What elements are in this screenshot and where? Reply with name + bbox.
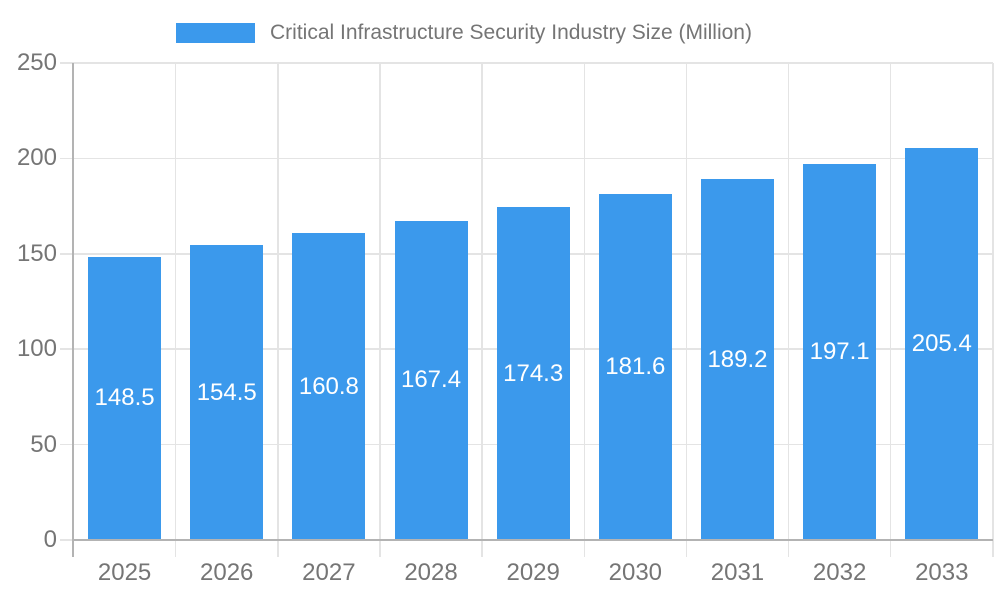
bar-value-label: 174.3	[503, 359, 564, 387]
vertical-gridline	[889, 63, 892, 557]
bar-value-label: 160.8	[298, 372, 359, 400]
y-axis-label: 50	[30, 430, 57, 458]
bar-2030[interactable]	[598, 193, 672, 540]
y-axis-tick	[59, 62, 74, 64]
x-axis-label: 2029	[506, 559, 560, 586]
bar-value-label: 181.6	[605, 352, 666, 380]
bar-2029[interactable]	[496, 207, 570, 540]
vertical-gridline	[174, 63, 177, 557]
y-axis-line	[71, 63, 74, 557]
bar-value-label: 167.4	[400, 366, 462, 394]
vertical-gridline	[379, 63, 381, 557]
y-axis-label: 100	[16, 335, 57, 363]
x-axis-label: 2030	[608, 559, 663, 586]
y-axis-tick	[59, 539, 74, 541]
vertical-gridline	[685, 63, 688, 557]
bar-value-label: 189.2	[707, 345, 768, 373]
x-axis-label: 2028	[404, 559, 458, 586]
bar-2026[interactable]	[190, 245, 264, 540]
legend-label: Critical Infrastructure Security Industr…	[270, 21, 752, 44]
x-axis-label: 2031	[710, 559, 765, 586]
vertical-gridline	[787, 63, 790, 557]
bar-2032[interactable]	[803, 163, 877, 540]
y-axis-label: 250	[16, 49, 57, 76]
bar-value-label: 154.5	[196, 378, 257, 406]
bar-2027[interactable]	[292, 233, 366, 540]
vertical-gridline	[583, 63, 585, 557]
x-axis-baseline	[71, 539, 993, 541]
horizontal-gridline	[73, 62, 993, 64]
y-axis-label: 200	[16, 144, 57, 172]
x-axis-label: 2032	[812, 559, 867, 586]
horizontal-gridline	[73, 157, 993, 160]
y-axis-label: 0	[43, 526, 57, 553]
bar-value-label: 148.5	[94, 384, 155, 412]
chart-legend[interactable]: Critical Infrastructure Security Industr…	[176, 20, 752, 46]
x-axis-label: 2033	[915, 559, 969, 586]
x-axis-label: 2026	[200, 559, 254, 586]
legend-swatch	[176, 23, 255, 43]
bar-2025[interactable]	[88, 256, 162, 540]
vertical-gridline	[277, 63, 279, 557]
y-axis-label: 150	[16, 239, 57, 267]
bar-2033[interactable]	[905, 148, 979, 540]
x-axis-label: 2027	[302, 559, 356, 586]
vertical-gridline	[992, 63, 994, 557]
x-axis-label: 2025	[97, 559, 152, 586]
bar-value-label: 197.1	[809, 337, 870, 365]
bar-2028[interactable]	[394, 220, 468, 540]
bar-value-label: 205.4	[911, 330, 972, 358]
bar-2031[interactable]	[700, 179, 774, 540]
vertical-gridline	[481, 63, 483, 557]
y-axis-tick	[59, 157, 74, 160]
y-axis-tick	[59, 348, 74, 350]
y-axis-tick	[59, 443, 74, 446]
y-axis-tick	[59, 253, 74, 255]
